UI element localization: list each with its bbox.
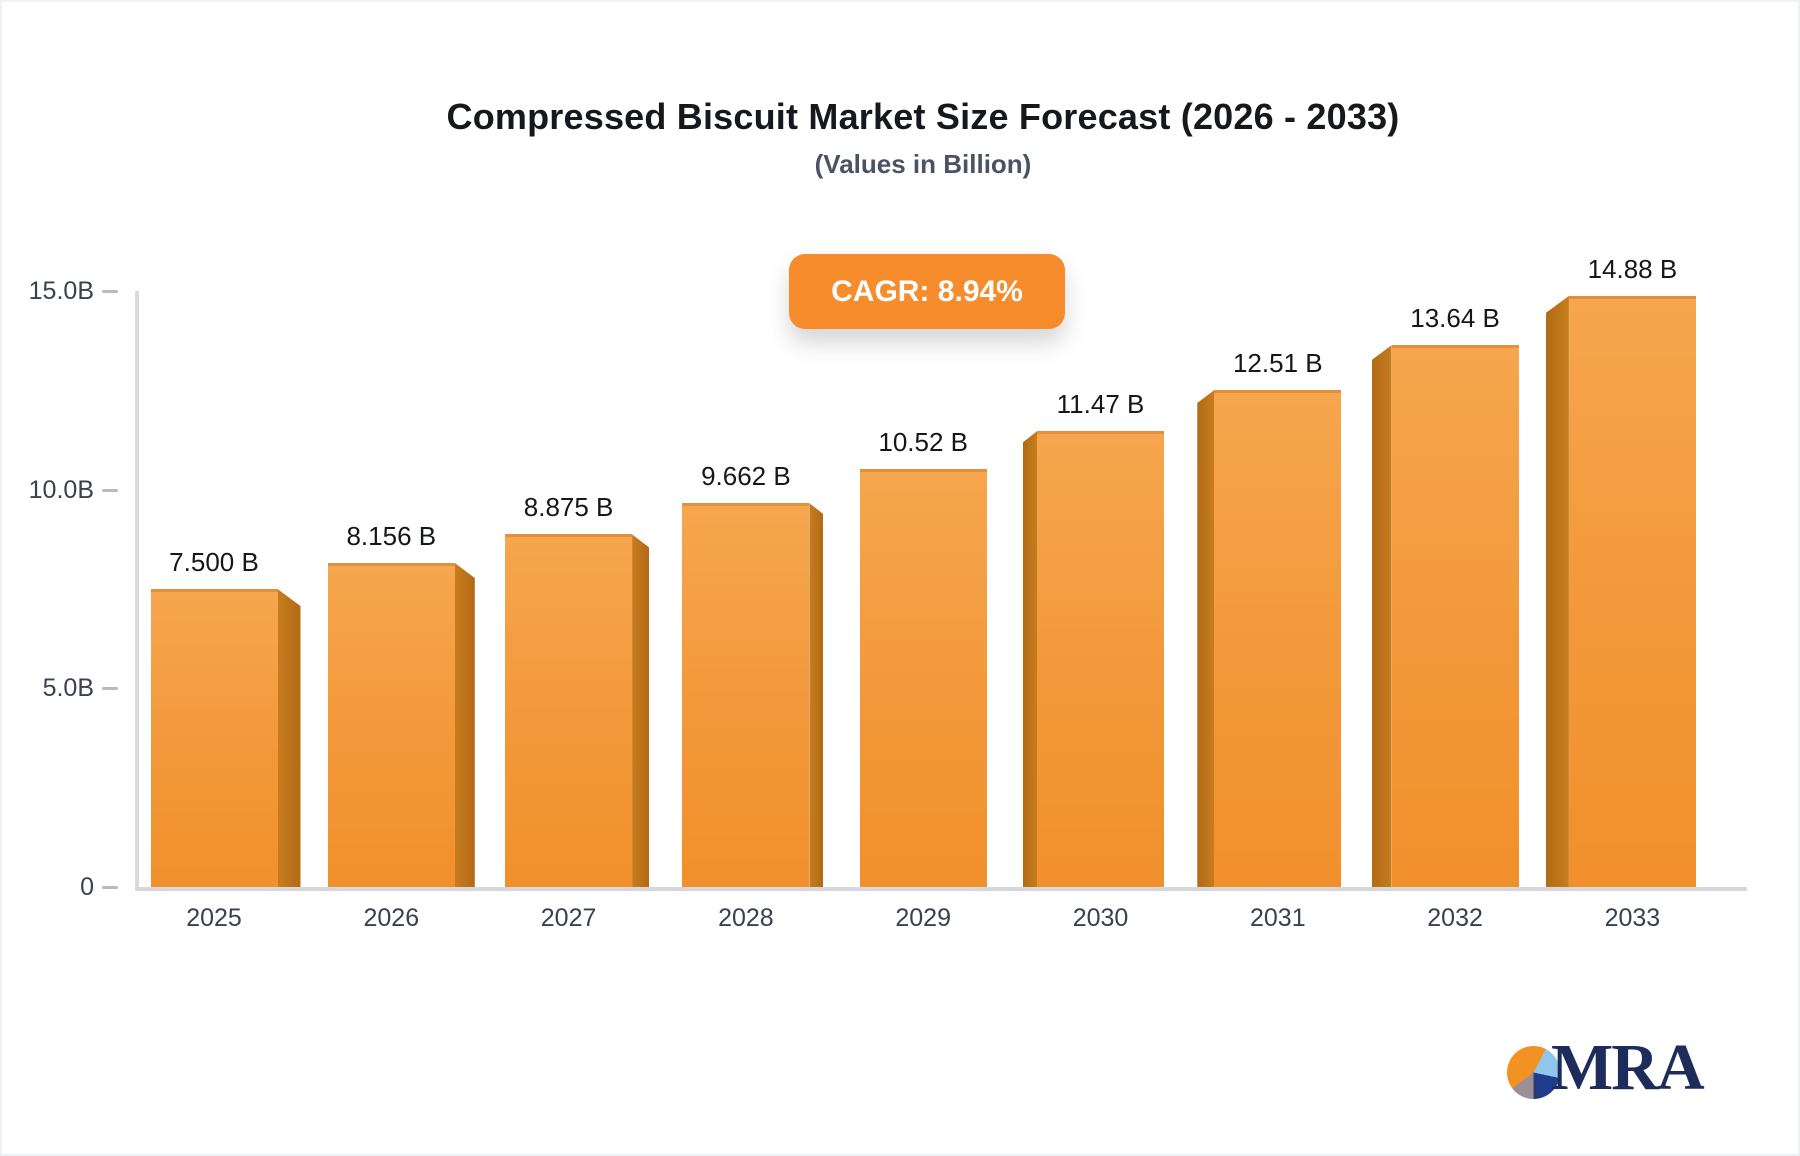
mra-logo: MRA [1507,1031,1717,1109]
bar-value-label-2029: 10.52 B [878,427,968,458]
bar-value-label-2027: 8.875 B [523,492,614,523]
bar-2031 [1214,389,1342,889]
bar-2033 [1568,295,1696,889]
chart-title: Compressed Biscuit Market Size Forecast … [446,96,1400,137]
bar-2028 [682,503,810,889]
x-axis-label-2028: 2028 [718,904,774,932]
bar-2030 [1037,431,1164,889]
y-axis-tick-label: 5.0B [42,674,94,703]
y-axis-tick-label: 10.0B [28,475,94,504]
cagr-badge: CAGR: 8.94% [789,254,1065,329]
x-axis-label-2029: 2029 [895,904,951,932]
bar-value-label-2025: 7.500 B [169,547,259,578]
logo-text: MRA [1551,1031,1705,1104]
y-axis-tick-mark [102,290,118,294]
x-axis-label-2031: 2031 [1249,904,1306,932]
bar-2027 [505,534,633,889]
x-axis-label-2033: 2033 [1604,904,1661,932]
bar-side-face-2033 [1545,295,1569,889]
bar-side-face-2026 [454,562,475,889]
bar-value-label-2030: 11.47 B [1056,389,1145,420]
y-axis-tick-mark [102,886,118,889]
x-axis-label-2027: 2027 [540,904,597,932]
bar-side-face-2027 [632,534,650,889]
chart-subtitle: (Values in Billion) [814,149,1032,179]
bar-value-label-2033: 14.88 B [1587,253,1678,284]
bar-side-face-2032 [1371,345,1392,889]
bar-side-face-2031 [1197,389,1215,889]
y-axis-tick-label: 0 [80,873,94,901]
y-axis-tick-mark [102,488,118,492]
y-axis-line [135,291,139,891]
bar-value-label-2031: 12.51 B [1232,347,1323,378]
y-axis-tick-label: 15.0B [28,277,94,306]
bar-2026 [327,562,455,889]
bar-value-label-2026: 8.156 B [346,520,437,551]
x-axis-label-2030: 2030 [1072,904,1129,932]
x-axis-baseline [135,887,1747,891]
bar-side-face-2025 [277,589,301,889]
y-axis-tick-mark [102,687,118,691]
bar-side-face-2030 [1023,431,1037,889]
bar-2032 [1391,345,1519,889]
bar-value-label-2028: 9.662 B [701,461,791,492]
bar-2025 [150,589,278,889]
pie-chart-logo-icon [1507,1046,1560,1099]
bar-side-face-2028 [809,503,824,889]
x-axis-label-2026: 2026 [363,904,420,932]
bar-2029 [859,469,987,889]
bar-value-label-2032: 13.64 B [1410,303,1500,334]
x-axis-label-2032: 2032 [1427,904,1483,932]
x-axis-label-2025: 2025 [186,904,242,932]
